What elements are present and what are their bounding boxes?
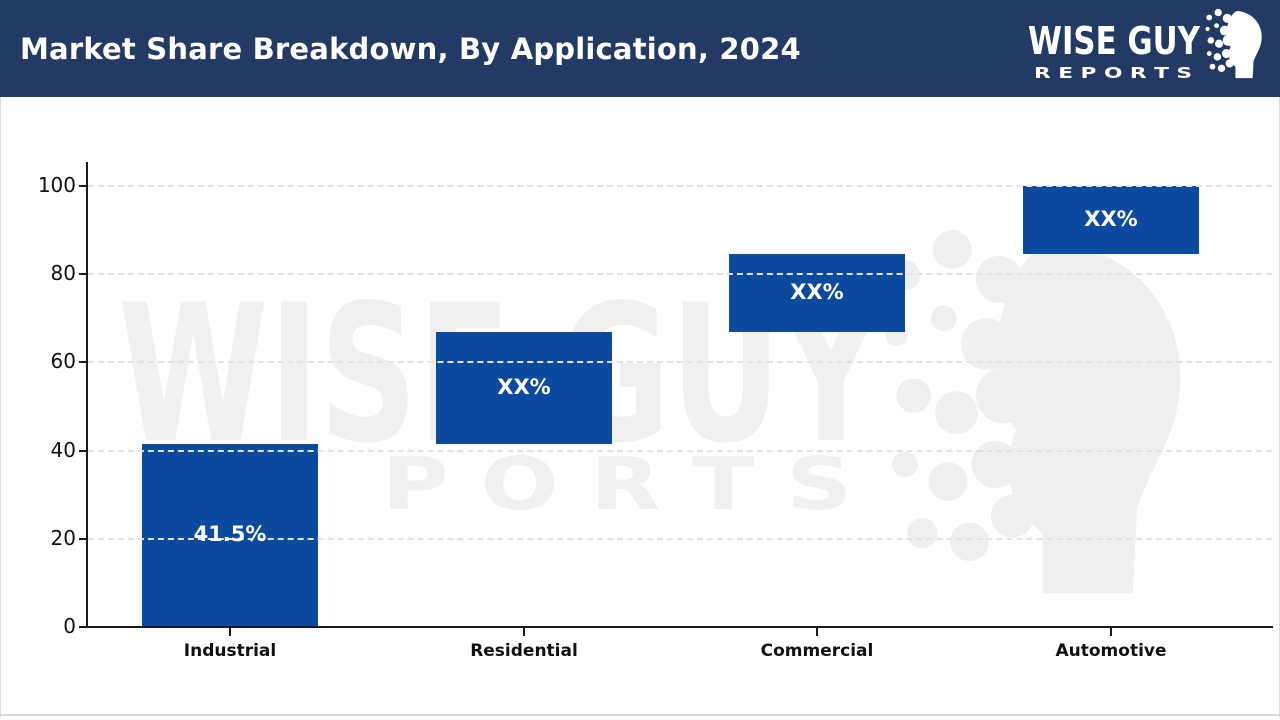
frame-left-line xyxy=(0,97,1,717)
header-bar: Market Share Breakdown, By Application, … xyxy=(0,0,1280,97)
x-axis-category-label: Commercial xyxy=(760,641,874,661)
brand-logo: WISE GUY R E P O R T S xyxy=(1018,6,1268,92)
gridline xyxy=(88,449,1272,452)
logo-wordmark: WISE GUY xyxy=(1028,19,1200,63)
x-axis-tick xyxy=(1110,628,1112,636)
y-axis-tick xyxy=(79,361,88,364)
bar-value-label: XX% xyxy=(790,279,844,304)
y-axis-line xyxy=(86,162,88,628)
x-axis-tick xyxy=(229,628,231,636)
bar-residential xyxy=(436,331,612,444)
gridline xyxy=(88,273,1272,276)
bar-value-label: XX% xyxy=(1084,207,1138,232)
bar-automotive xyxy=(1023,186,1199,255)
y-axis-tick xyxy=(79,449,88,452)
y-axis-tick-label: 60 xyxy=(50,349,76,374)
logo-subtext: R E P O R T S xyxy=(1034,64,1192,82)
gridline xyxy=(88,361,1272,364)
chart-area: WISE GUY P O R T S 0 20 40 60 80 100 41.5% Indu… xyxy=(0,97,1280,720)
y-axis-tick-label: 100 xyxy=(37,173,76,197)
bar-industrial xyxy=(142,443,318,627)
x-axis-tick xyxy=(816,628,818,636)
y-axis-tick-label: 80 xyxy=(50,261,76,286)
bar-commercial xyxy=(729,254,905,332)
watermark-head-icon xyxy=(885,230,1181,594)
watermark-line2: P O R T S xyxy=(382,442,852,526)
x-axis-category-label: Automotive xyxy=(1055,641,1167,661)
y-axis-tick xyxy=(79,626,88,628)
y-axis-tick-label: 0 xyxy=(63,614,76,638)
x-axis-tick xyxy=(523,628,525,636)
bar-value-label: 41.5% xyxy=(193,522,267,547)
x-axis-line xyxy=(87,626,1273,628)
logo-head-icon xyxy=(1205,8,1262,79)
gridline xyxy=(88,185,1272,187)
y-axis-tick-label: 40 xyxy=(50,437,76,462)
y-axis-tick xyxy=(79,537,88,540)
bar-value-label: XX% xyxy=(497,374,551,399)
frame-bottom-line xyxy=(0,714,1280,716)
brand-logo-graphic: WISE GUY R E P O R T S xyxy=(1028,8,1262,82)
page-title: Market Share Breakdown, By Application, … xyxy=(20,31,801,66)
gridline xyxy=(88,537,1272,540)
x-axis-category-label: Residential xyxy=(470,641,578,661)
x-axis-category-label: Industrial xyxy=(183,641,277,661)
y-axis-tick xyxy=(79,273,88,276)
y-axis-tick xyxy=(79,185,88,187)
y-axis-tick-label: 20 xyxy=(50,525,76,550)
